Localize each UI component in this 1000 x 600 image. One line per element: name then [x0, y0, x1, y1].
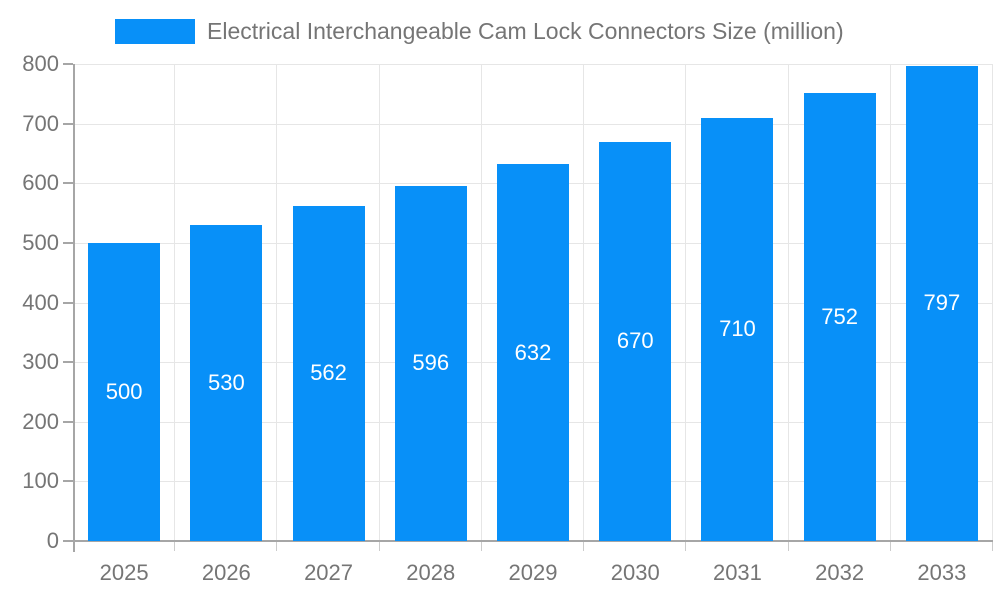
- x-tick-label: 2030: [610, 560, 660, 585]
- x-gridline: [787, 64, 789, 541]
- y-tick-label: 800: [22, 51, 59, 76]
- x-axis-tick: [174, 541, 176, 551]
- y-axis-tick: [63, 420, 73, 423]
- y-axis-tick: [63, 480, 73, 483]
- bar: 710: [701, 117, 774, 541]
- x-axis-tick: [276, 541, 278, 551]
- legend-swatch-icon: [115, 18, 195, 44]
- x-gridline: [480, 64, 482, 541]
- plot-area: 0 100 200 300 400 500 600 700 800 500 2025 530 2026 5…: [22, 53, 993, 585]
- x-tick-label: 2029: [508, 560, 558, 585]
- bar: 670: [599, 141, 672, 541]
- x-gridline: [276, 64, 278, 541]
- y-tick-label: 300: [22, 349, 59, 375]
- bar-value-label: 797: [923, 290, 961, 316]
- chart-title: Electrical Interchangeable Cam Lock Conn…: [207, 18, 844, 44]
- x-axis-tick: [787, 541, 789, 551]
- x-tick-label: 2027: [304, 560, 354, 585]
- bar: 530: [190, 225, 263, 541]
- bar-value-label: 632: [514, 339, 552, 365]
- y-tick-label: 0: [46, 528, 59, 553]
- y-axis-tick: [63, 301, 73, 304]
- x-gridline: [583, 64, 585, 541]
- y-gridline: [73, 64, 993, 65]
- bar: 500: [88, 242, 161, 541]
- x-tick-label: 2031: [712, 560, 762, 585]
- bar-value-label: 562: [310, 360, 347, 386]
- x-axis-tick: [583, 541, 585, 551]
- bar: 797: [905, 65, 978, 541]
- y-tick-label: 400: [22, 289, 59, 315]
- y-tick-label: 200: [22, 408, 59, 434]
- y-gridline: [73, 123, 993, 125]
- x-axis-tick: [480, 541, 482, 551]
- x-tick-label: 2028: [406, 560, 456, 585]
- x-gridline: [685, 64, 687, 541]
- y-tick-label: 700: [22, 110, 59, 136]
- y-axis-line: [73, 64, 75, 552]
- chart-legend: Electrical Interchangeable Cam Lock Conn…: [115, 18, 844, 44]
- y-axis-tick: [63, 540, 73, 542]
- x-tick-label: 2032: [815, 560, 865, 585]
- bar-value-label: 500: [105, 378, 143, 404]
- bar: 596: [394, 185, 467, 541]
- bar: 562: [292, 205, 365, 541]
- x-tick-label: 2026: [201, 560, 251, 585]
- y-axis-tick: [63, 122, 73, 125]
- y-axis-tick: [63, 63, 73, 65]
- x-gridline: [889, 64, 891, 541]
- x-axis-tick: [685, 541, 687, 551]
- x-gridline: [174, 64, 176, 541]
- y-tick-label: 600: [22, 170, 59, 196]
- x-gridline: [378, 64, 380, 541]
- bar-value-label: 596: [412, 350, 450, 376]
- y-axis-tick: [63, 182, 73, 185]
- y-tick-label: 100: [22, 468, 59, 494]
- x-tick-label: 2033: [917, 560, 967, 585]
- x-axis-tick: [378, 541, 380, 551]
- bar: 632: [497, 164, 569, 541]
- bar-value-label: 670: [616, 328, 654, 354]
- x-axis-line: [73, 540, 993, 542]
- bar-value-label: 530: [207, 370, 245, 395]
- x-gridline: [992, 64, 993, 541]
- y-tick-label: 500: [22, 229, 59, 255]
- y-axis-tick: [63, 361, 73, 364]
- bar-value-label: 710: [719, 316, 756, 342]
- bar: 752: [803, 92, 876, 541]
- bar-value-label: 752: [821, 303, 859, 329]
- x-axis-tick: [889, 541, 891, 551]
- x-tick-label: 2025: [99, 560, 149, 585]
- x-axis-tick: [992, 541, 993, 551]
- y-axis-tick: [63, 241, 73, 244]
